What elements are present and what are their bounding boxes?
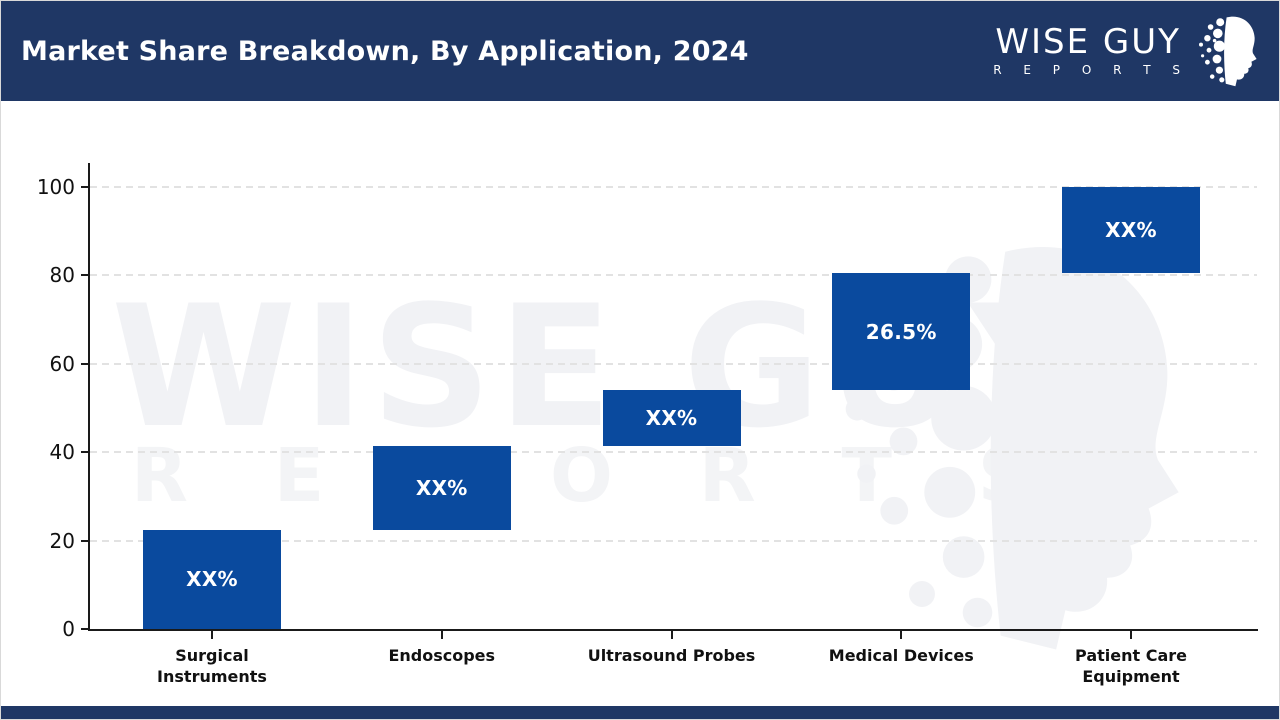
bar-segment-5: XX% [1062,187,1200,274]
footer-bar [1,706,1279,719]
y-axis-tick [81,186,89,188]
x-axis-category-label: Endoscopes [342,645,542,666]
x-axis-category-label: Ultrasound Probes [572,645,772,666]
bar-segment-2: XX% [372,445,511,530]
x-axis-line [88,629,1258,631]
y-axis-tick [81,539,89,542]
y-axis-tick-label: 20 [49,528,75,553]
gridline [90,362,1257,365]
wise-guy-logo: WISE GUY R E P O R T S [987,14,1257,88]
y-axis-line [88,163,90,630]
y-axis-tick [81,274,89,277]
watermark-subtext: R E P O R T S [131,433,1062,519]
x-axis-category-label-line: Ultrasound Probes [587,646,756,665]
logo-wordmark: WISE GUY R E P O R T S [987,25,1189,77]
gridline [90,539,1257,542]
y-axis-tick [81,451,89,454]
x-axis-category-label-line: Equipment [1082,667,1180,686]
gridline [90,451,1257,454]
x-axis-category-label-line: Surgical [175,646,249,665]
gridline [90,274,1257,277]
logo-subtitle: R E P O R T S [993,63,1189,77]
bar-value-label: XX% [415,475,468,500]
bar-segment-3: XX% [602,390,741,446]
chart-title: Market Share Breakdown, By Application, … [21,35,749,67]
y-axis-tick-label: 80 [49,263,75,288]
gridline [90,186,1257,188]
bar-value-label: XX% [645,405,698,430]
x-axis-category-label: Surgical Instruments [112,645,312,687]
bar-value-label: XX% [186,567,238,592]
x-axis-tick [1130,631,1132,639]
y-axis-tick-label: 40 [49,440,75,465]
bar-segment-1: XX% [143,529,281,629]
watermark-text: WISE GUY [111,269,1098,465]
x-axis-category-label-line: Patient Care [1075,646,1187,665]
y-axis-tick-label: 60 [49,351,75,376]
chart-area: WISE GUY R E P O R T S 0 20 40 60 80 100 XX% S… [1,101,1279,708]
header-bar: Market Share Breakdown, By Application, … [1,1,1279,101]
x-axis-category-label-line: Instruments [157,667,267,686]
x-axis-tick [211,631,213,639]
y-axis-tick [81,362,89,365]
x-axis-category-label: Patient Care Equipment [1031,645,1231,687]
x-axis-category-label-line: Medical Devices [828,646,974,665]
y-axis-tick-label: 100 [36,175,75,199]
logo-name: WISE GUY [995,22,1181,62]
x-axis-category-label: Medical Devices [801,645,1001,666]
bar-segment-4: 26.5% [832,273,971,391]
x-axis-tick [900,631,903,639]
bar-value-label: 26.5% [865,319,937,344]
x-axis-category-label-line: Endoscopes [388,646,496,665]
bar-value-label: XX% [1105,218,1157,243]
x-axis-tick [440,631,443,639]
x-axis-tick [670,631,673,639]
y-axis-tick [81,628,89,630]
y-axis-tick-label: 0 [62,617,75,641]
logo-head-icon [1199,16,1257,87]
